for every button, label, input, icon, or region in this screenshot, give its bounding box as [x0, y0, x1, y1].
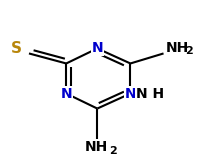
- Text: N H: N H: [135, 87, 163, 101]
- Text: N: N: [60, 87, 72, 101]
- Text: N: N: [124, 87, 136, 101]
- Text: 2: 2: [184, 46, 192, 56]
- Text: S: S: [11, 41, 22, 56]
- Text: NH: NH: [165, 41, 188, 55]
- Text: 2: 2: [108, 146, 116, 156]
- Text: NH: NH: [84, 140, 108, 154]
- Text: N: N: [91, 41, 103, 55]
